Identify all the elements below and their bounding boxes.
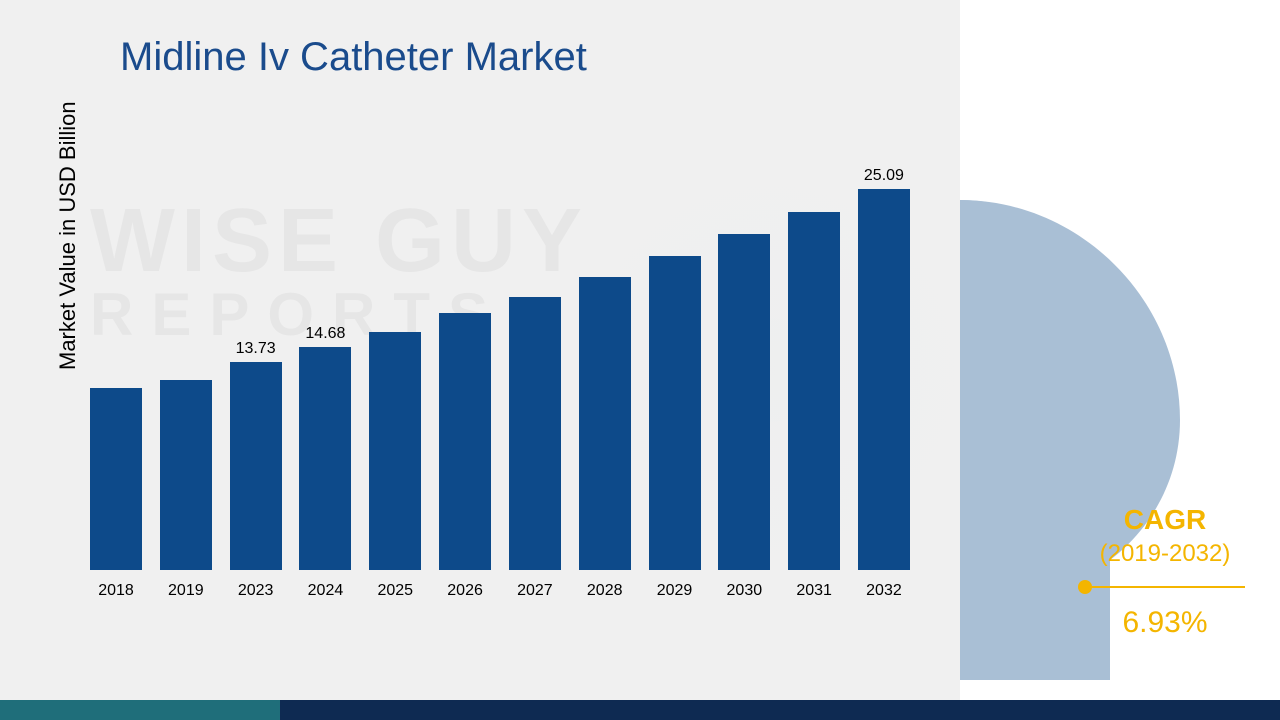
- y-axis-label: Market Value in USD Billion: [55, 101, 81, 370]
- chart-title: Midline Iv Catheter Market: [120, 35, 587, 80]
- bar: [509, 297, 561, 570]
- bar-wrap: [649, 256, 701, 570]
- x-axis: 2018 2019 2023 2024 2025 2026 2027 2028 2029 2030…: [90, 582, 910, 600]
- x-tick-label: 2027: [509, 582, 561, 600]
- cagr-block: CAGR (2019-2032) 6.93%: [1050, 504, 1280, 640]
- bar-chart: 13.73 14.68 25.09 2018 2019 2023 2024 2025 2026…: [90, 160, 910, 600]
- bar-wrap: [160, 380, 212, 570]
- x-tick-label: 2031: [788, 582, 840, 600]
- x-tick-label: 2019: [160, 582, 212, 600]
- bar: [858, 189, 910, 570]
- bar-wrap: 25.09: [858, 189, 910, 570]
- brand-logo: WISE GUY REPORTS: [1064, 15, 1250, 145]
- logo-head-icon: [1180, 15, 1250, 85]
- infographic-stage: Midline Iv Catheter Market Market Value …: [0, 0, 1280, 720]
- bar-wrap: 14.68: [299, 347, 351, 570]
- x-tick-label: 2030: [718, 582, 770, 600]
- bar-wrap: 13.73: [230, 362, 282, 570]
- bar-wrap: [788, 212, 840, 570]
- bar-value-label: 14.68: [305, 325, 345, 343]
- logo-text-sub: REPORTS: [1064, 124, 1250, 145]
- bar: [788, 212, 840, 570]
- x-tick-label: 2032: [858, 582, 910, 600]
- bar-value-label: 25.09: [864, 167, 904, 185]
- cagr-value: 6.93%: [1050, 606, 1280, 640]
- bar-wrap: [90, 388, 142, 570]
- footer-bar: [0, 700, 1280, 720]
- x-tick-label: 2026: [439, 582, 491, 600]
- bar: [649, 256, 701, 570]
- bar: [579, 277, 631, 570]
- cagr-divider-line: [1085, 586, 1245, 588]
- bar: [90, 388, 142, 570]
- x-tick-label: 2029: [649, 582, 701, 600]
- bar-wrap: [369, 332, 421, 570]
- bars-container: 13.73 14.68 25.09: [90, 160, 910, 570]
- x-tick-label: 2025: [369, 582, 421, 600]
- bar-wrap: [439, 313, 491, 570]
- bar: [230, 362, 282, 570]
- x-tick-label: 2028: [579, 582, 631, 600]
- bar: [299, 347, 351, 570]
- right-panel: WISE GUY REPORTS CAGR (2019-2032) 6.93%: [960, 0, 1280, 700]
- logo-text-main: WISE GUY: [1064, 85, 1250, 124]
- bar-value-label: 13.73: [236, 340, 276, 358]
- x-tick-label: 2018: [90, 582, 142, 600]
- bar: [160, 380, 212, 570]
- cagr-title: CAGR: [1050, 504, 1280, 536]
- cagr-line-dot-icon: [1078, 580, 1092, 594]
- chart-area: Midline Iv Catheter Market Market Value …: [0, 0, 960, 700]
- footer-accent: [0, 700, 280, 720]
- bar: [718, 234, 770, 570]
- bar-wrap: [509, 297, 561, 570]
- bar: [369, 332, 421, 570]
- x-tick-label: 2023: [230, 582, 282, 600]
- x-tick-label: 2024: [299, 582, 351, 600]
- bar-wrap: [579, 277, 631, 570]
- cagr-range: (2019-2032): [1050, 540, 1280, 568]
- bar: [439, 313, 491, 570]
- bar-wrap: [718, 234, 770, 570]
